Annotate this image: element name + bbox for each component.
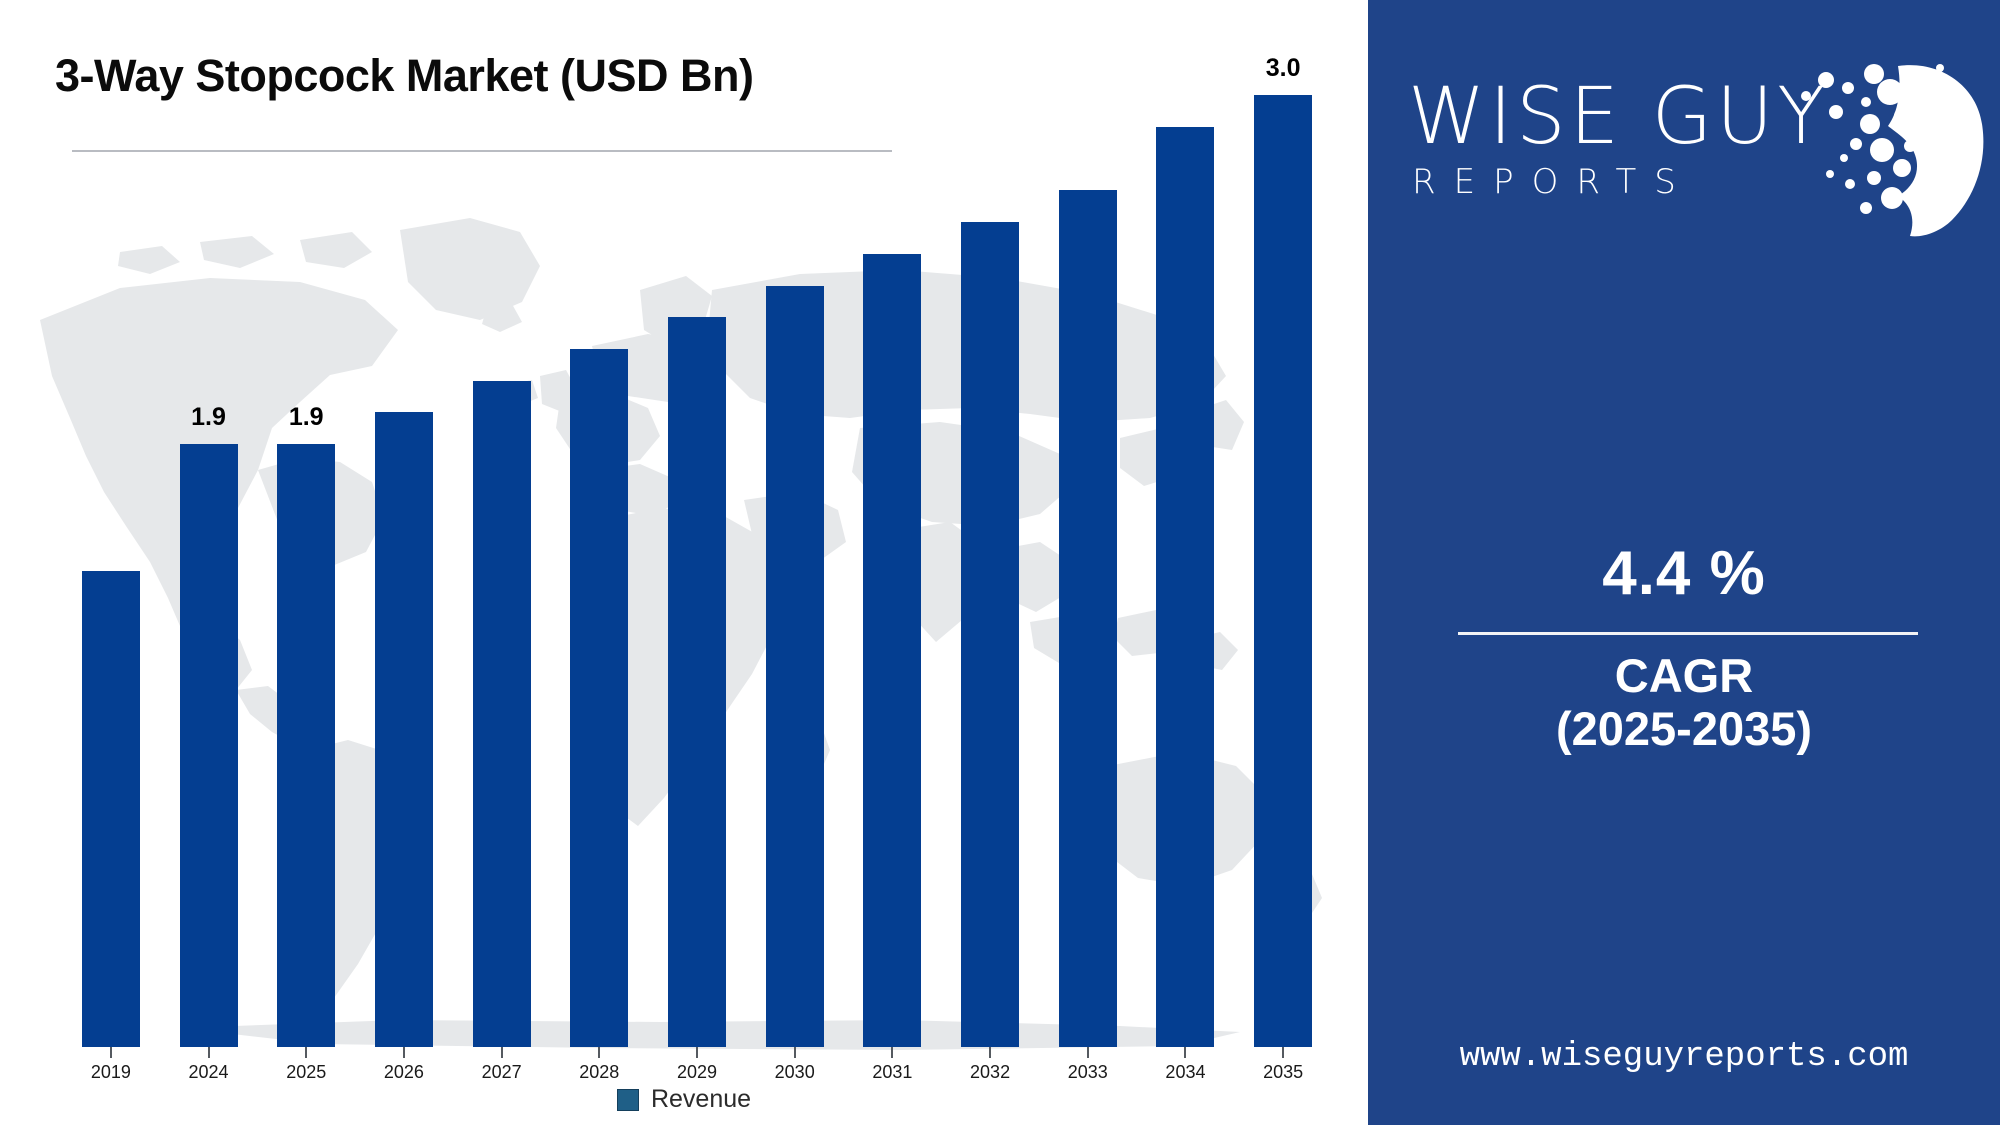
- plot-area: 2019 1.9 2024 1.9 2025 2026 2027 2028 2029 2030 20…: [62, 0, 1332, 1082]
- x-tick-2033: [1086, 1047, 1089, 1058]
- x-tick-2035: [1282, 1047, 1285, 1058]
- bar-group-2032: 2032: [941, 0, 1039, 1082]
- bar-group-2025: 1.9 2025: [257, 0, 355, 1082]
- logo-secondary-text: REPORTS: [1412, 162, 1694, 202]
- bar-group-2035: 3.0 2035: [1234, 0, 1332, 1082]
- brand-panel: WISE GUY REPORTS: [1368, 0, 2000, 1125]
- x-tick-2032: [989, 1047, 992, 1058]
- bar-2026: [374, 412, 433, 1047]
- x-tick-2026: [402, 1047, 405, 1058]
- bar-2029: [667, 317, 726, 1047]
- bar-2030: [765, 285, 824, 1047]
- bar-group-2026: 2026: [355, 0, 453, 1082]
- cagr-value: 4.4 %: [1602, 539, 1766, 608]
- x-axis-label-2019: 2019: [90, 1062, 131, 1082]
- legend-swatch-revenue: [616, 1088, 639, 1111]
- x-tick-2027: [500, 1047, 503, 1058]
- cagr-label-line2: (2025-2035): [1555, 701, 1813, 755]
- bar-2034: [1156, 126, 1215, 1047]
- bar-group-2028: 2028: [550, 0, 648, 1082]
- cagr-label: CAGR (2025-2035): [1368, 649, 2000, 755]
- bar-2019: [81, 571, 140, 1047]
- bar-group-2033: 2033: [1039, 0, 1137, 1082]
- bar-group-2030: 2030: [746, 0, 844, 1082]
- x-axis-label-2027: 2027: [481, 1062, 522, 1082]
- x-axis-label-2032: 2032: [970, 1062, 1011, 1082]
- cagr-divider: [1458, 632, 1918, 635]
- bar-2025: [277, 444, 336, 1047]
- x-tick-2028: [598, 1047, 601, 1058]
- chart-legend: Revenue: [0, 1085, 1368, 1114]
- bar-2032: [961, 222, 1020, 1047]
- x-axis-label-2025: 2025: [286, 1062, 327, 1082]
- bar-2035: [1254, 95, 1313, 1047]
- bar-series-revenue: 2019 1.9 2024 1.9 2025 2026 2027 2028 2029 2030 20…: [62, 0, 1332, 1082]
- x-tick-2019: [109, 1047, 112, 1058]
- x-axis-label-2031: 2031: [872, 1062, 913, 1082]
- bar-value-label-2035: 3.0: [1265, 54, 1301, 83]
- bar-group-2034: 2034: [1137, 0, 1235, 1082]
- title-divider: [72, 150, 892, 152]
- x-axis-label-2035: 2035: [1263, 1062, 1304, 1082]
- bar-value-label-2025: 1.9: [288, 403, 324, 432]
- bar-group-2031: 2031: [844, 0, 942, 1082]
- website-url: www.wiseguyreports.com: [1459, 1038, 1909, 1076]
- bar-2024: [179, 444, 238, 1047]
- bar-group-2019: 2019: [62, 0, 160, 1082]
- x-axis-label-2029: 2029: [676, 1062, 718, 1082]
- cagr-label-line1: CAGR: [1614, 649, 1754, 702]
- x-tick-2025: [305, 1047, 308, 1058]
- bar-group-2027: 2027: [453, 0, 551, 1082]
- bar-2027: [472, 380, 531, 1047]
- x-axis-label-2034: 2034: [1165, 1062, 1206, 1082]
- x-tick-2031: [891, 1047, 894, 1058]
- legend-label-revenue: Revenue: [650, 1085, 752, 1113]
- bar-2031: [863, 253, 922, 1047]
- wiseguy-logo: WISE GUY REPORTS: [1368, 62, 2000, 237]
- x-axis-label-2026: 2026: [383, 1062, 424, 1082]
- chart-panel: 3-Way Stopcock Market (USD Bn): [0, 0, 1368, 1114]
- bar-group-2024: 1.9 2024: [160, 0, 258, 1082]
- bar-2033: [1058, 190, 1117, 1047]
- x-tick-2029: [695, 1047, 698, 1058]
- x-axis-label-2028: 2028: [579, 1062, 620, 1082]
- bar-2028: [570, 349, 629, 1047]
- page-title: 3-Way Stopcock Market (USD Bn): [55, 50, 754, 101]
- x-tick-2034: [1184, 1047, 1187, 1058]
- bar-group-2029: 2029: [648, 0, 746, 1082]
- x-axis-label-2030: 2030: [774, 1062, 815, 1082]
- x-axis-label-2024: 2024: [188, 1062, 229, 1082]
- x-tick-2030: [793, 1047, 796, 1058]
- x-axis-label-2033: 2033: [1067, 1062, 1108, 1082]
- x-tick-2024: [207, 1047, 210, 1058]
- bar-value-label-2024: 1.9: [191, 403, 226, 432]
- dotted-head-icon: [1770, 58, 1990, 238]
- logo-primary-text: WISE GUY: [1408, 72, 1829, 162]
